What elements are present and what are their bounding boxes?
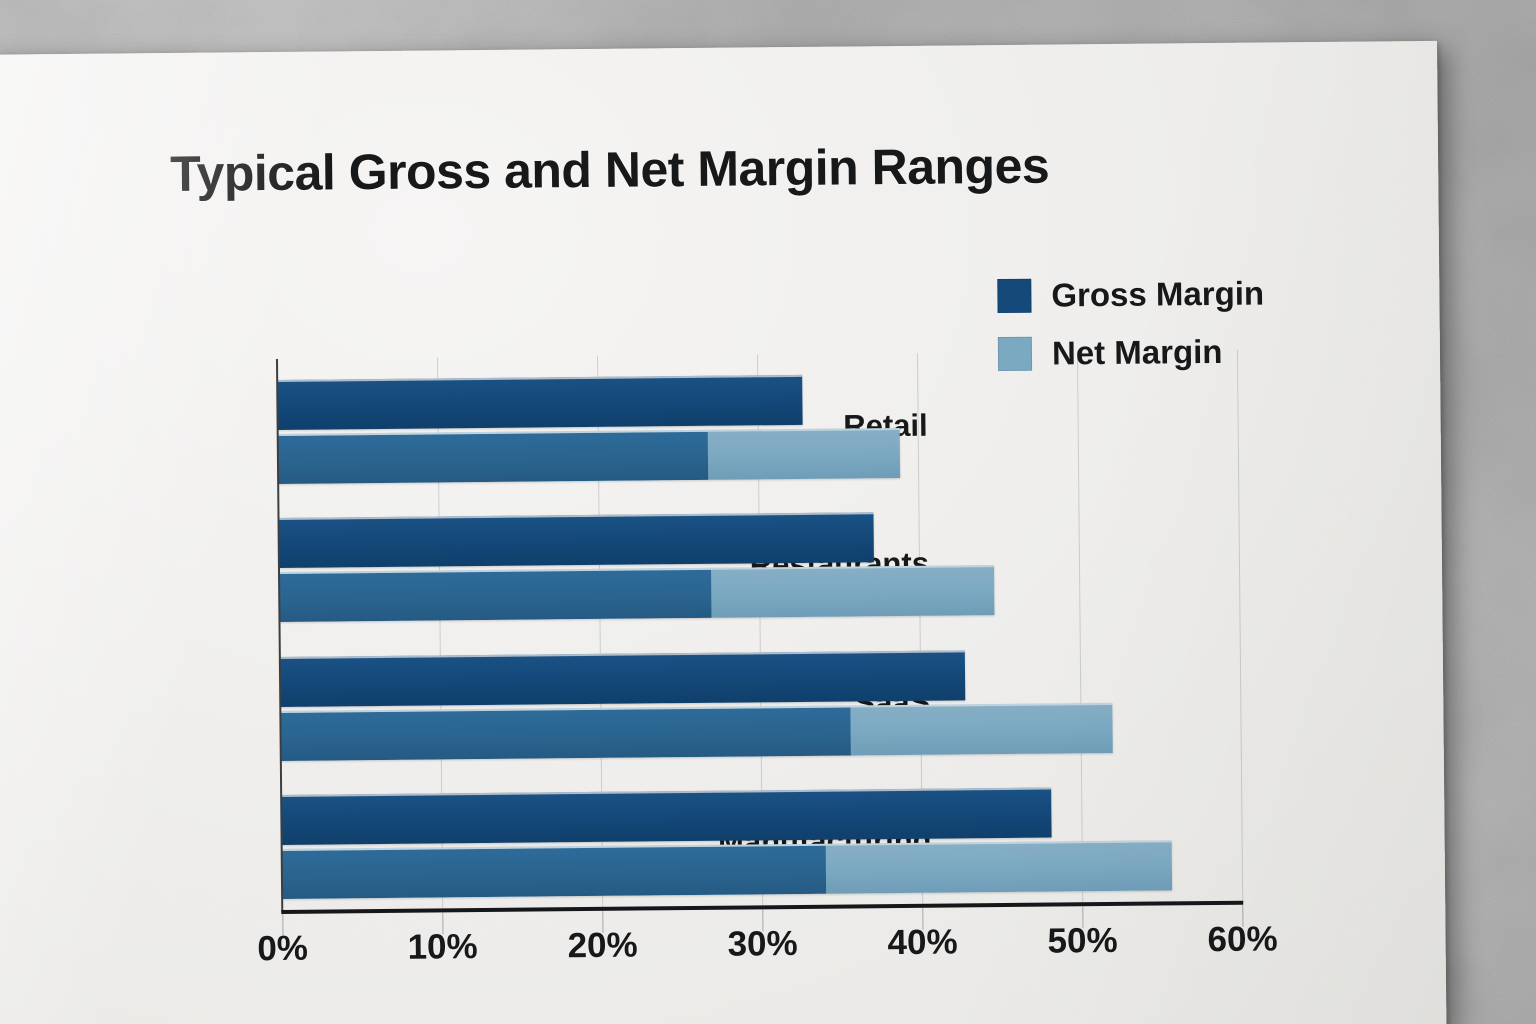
x-tick-label: 50% bbox=[1047, 920, 1118, 961]
x-tick-label: 60% bbox=[1207, 919, 1278, 960]
legend-swatch-gross-margin bbox=[997, 278, 1032, 314]
bar-gross-margin[interactable] bbox=[281, 787, 1052, 845]
category-row: Retail bbox=[277, 371, 1238, 485]
legend-label-gross-margin: Gross Margin bbox=[1051, 274, 1265, 314]
chart-figure: Typical Gross and Net Margin Ranges Gros… bbox=[0, 41, 1447, 1024]
x-tick-label: 30% bbox=[727, 924, 798, 964]
bar-gross-margin[interactable] bbox=[278, 512, 875, 569]
legend-item-gross-margin: Gross Margin bbox=[997, 264, 1264, 325]
x-tick-label: 40% bbox=[887, 922, 958, 963]
bar-net-margin-overlap bbox=[280, 707, 851, 761]
x-tick-label: 10% bbox=[407, 927, 478, 967]
chart-title: Typical Gross and Net Margin Ranges bbox=[169, 137, 1050, 202]
bar-net-margin[interactable] bbox=[281, 840, 1172, 899]
category-row: SaaS bbox=[279, 647, 1241, 761]
plot-area: Retail Restaurants SaaS Manufacturing 0% 10%… bbox=[257, 349, 1278, 968]
category-row: Manufacturing bbox=[281, 786, 1242, 899]
bar-net-margin-overlap bbox=[277, 431, 709, 485]
bar-net-margin[interactable] bbox=[279, 565, 995, 623]
bar-net-margin[interactable] bbox=[277, 428, 901, 485]
x-tick-label: 0% bbox=[257, 928, 309, 969]
grid-layer bbox=[277, 349, 1244, 911]
bar-net-margin-overlap bbox=[279, 570, 712, 623]
bar-gross-margin[interactable] bbox=[279, 650, 966, 707]
bar-gross-margin[interactable] bbox=[277, 375, 803, 431]
bar-net-margin[interactable] bbox=[280, 702, 1113, 761]
x-tick-label: 20% bbox=[567, 925, 638, 966]
bar-net-margin-overlap bbox=[281, 845, 827, 899]
category-row: Restaurants bbox=[278, 509, 1240, 623]
paper-sheet: Typical Gross and Net Margin Ranges Gros… bbox=[0, 40, 1447, 1024]
